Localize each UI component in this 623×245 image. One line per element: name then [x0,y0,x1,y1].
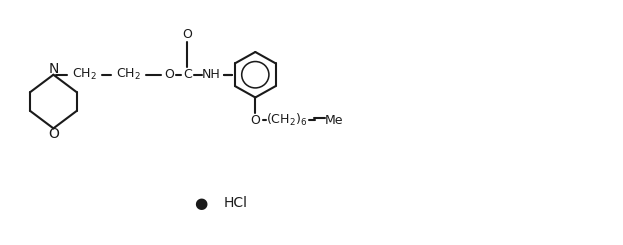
Text: ●: ● [194,196,207,211]
Text: CH$_2$: CH$_2$ [72,67,97,82]
Text: O: O [48,127,59,141]
Text: NH: NH [201,68,221,81]
Text: CH$_2$: CH$_2$ [117,67,141,82]
Text: Me: Me [325,114,344,127]
Text: C: C [183,68,192,81]
Text: (CH$_2$)$_6$: (CH$_2$)$_6$ [265,112,307,128]
Text: HCl: HCl [224,196,248,210]
Text: N: N [48,62,59,76]
Text: O: O [250,114,260,127]
Text: O: O [164,68,174,81]
Text: O: O [183,27,193,40]
